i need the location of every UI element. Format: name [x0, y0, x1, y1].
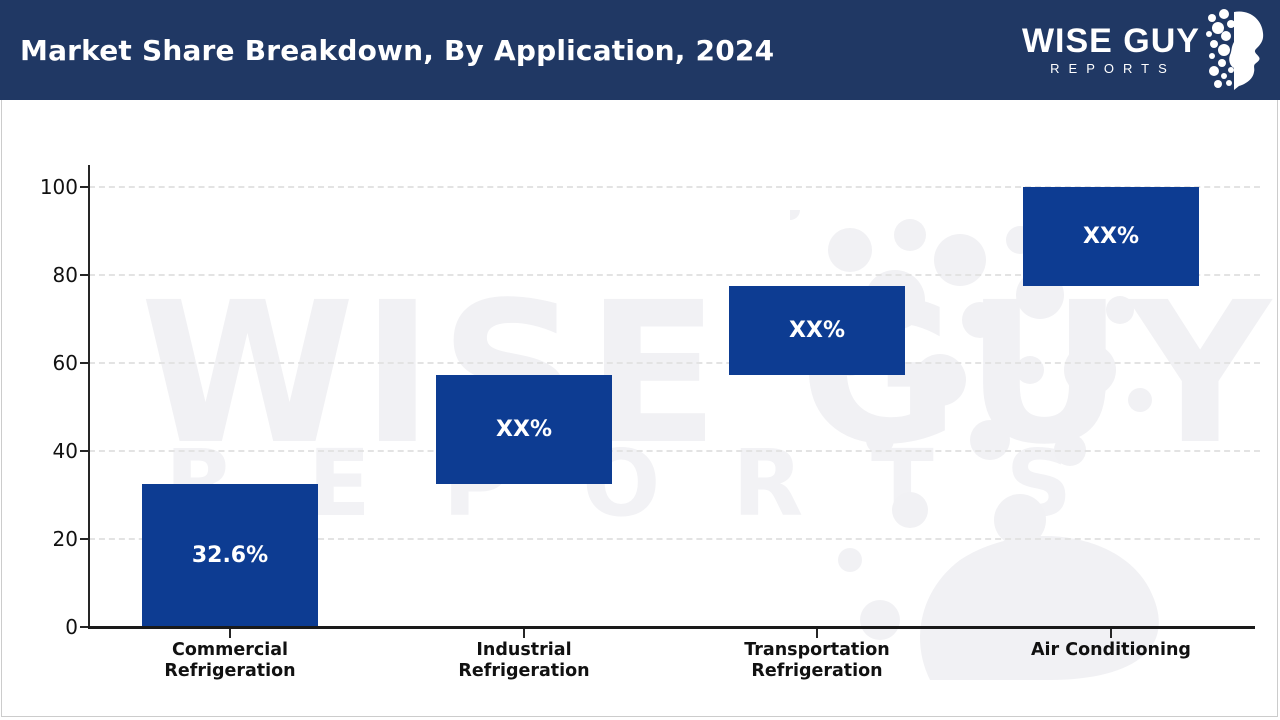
x-tick-2	[523, 629, 525, 638]
x-axis	[88, 626, 1255, 629]
bar-value-label-1: 32.6%	[191, 542, 269, 568]
logo-text: WISE GUY REPORTS	[1022, 24, 1200, 76]
chart-title: Market Share Breakdown, By Application, …	[20, 33, 775, 67]
x-category-label-3: Transportation Refrigeration	[744, 640, 890, 682]
x-category-label-1: Commercial Refrigeration	[164, 640, 296, 682]
x-tick-1	[229, 629, 231, 638]
waterfall-chart: WISE GUY REPORTS 0 20 40 60 80 100 32.6% Commer…	[0, 100, 1280, 720]
y-tick-40	[80, 450, 88, 452]
y-tick-label-100: 100	[39, 175, 78, 199]
bar-value-label-2: XX%	[496, 416, 552, 442]
logo-subtitle: REPORTS	[1050, 61, 1176, 76]
gridline-60	[89, 362, 1260, 364]
bar-3: XX%	[729, 286, 905, 376]
y-tick-label-0: 0	[65, 615, 78, 639]
bar-1: 32.6%	[142, 483, 318, 627]
logo-wordmark: WISE GUY	[1021, 22, 1200, 60]
x-category-label-2: Industrial Refrigeration	[458, 640, 590, 682]
gridline-80	[89, 274, 1260, 276]
bar-value-label-3: XX%	[789, 318, 845, 344]
y-axis	[88, 165, 90, 629]
y-tick-0	[80, 626, 88, 628]
x-category-label-4: Air Conditioning	[1031, 640, 1191, 660]
bar-value-label-4: XX%	[1083, 224, 1139, 249]
y-tick-60	[80, 362, 88, 364]
x-tick-4	[1110, 629, 1112, 638]
gridline-20	[89, 538, 1260, 540]
logo-face-icon	[1206, 9, 1264, 90]
y-tick-label-20: 20	[52, 527, 78, 551]
y-tick-label-80: 80	[52, 263, 78, 287]
bar-4: XX%	[1023, 187, 1199, 286]
wise-guy-logo: WISE GUY REPORTS	[1022, 8, 1266, 92]
header: Market Share Breakdown, By Application, …	[0, 0, 1280, 100]
y-tick-100	[80, 186, 88, 188]
y-tick-label-60: 60	[52, 351, 78, 375]
x-tick-3	[816, 629, 818, 638]
y-tick-80	[80, 274, 88, 276]
y-tick-20	[80, 538, 88, 540]
bar-2: XX%	[436, 375, 612, 484]
gridline-40	[89, 450, 1260, 452]
gridline-100	[89, 186, 1260, 188]
y-tick-label-40: 40	[52, 439, 78, 463]
